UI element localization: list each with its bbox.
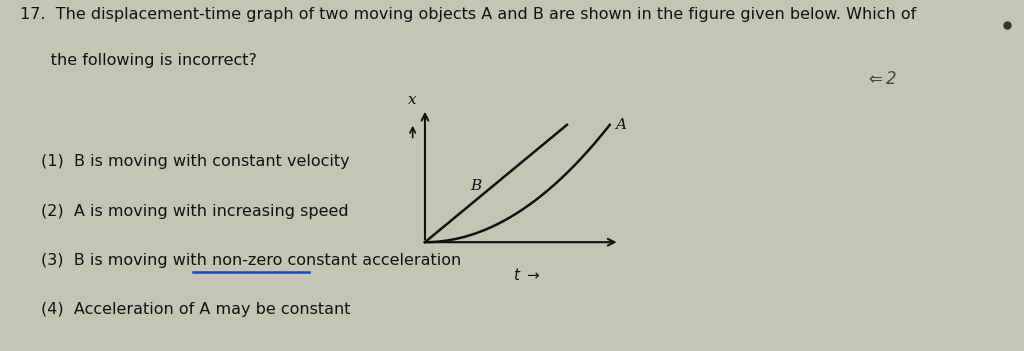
Text: B: B (470, 179, 481, 193)
Text: $\Leftarrow$2: $\Leftarrow$2 (865, 70, 897, 88)
Text: 17.  The displacement-time graph of two moving objects A and B are shown in the : 17. The displacement-time graph of two m… (20, 7, 916, 22)
Text: (2)  A is moving with increasing speed: (2) A is moving with increasing speed (41, 204, 348, 219)
Text: (3)  B is moving with non-zero constant acceleration: (3) B is moving with non-zero constant a… (41, 253, 461, 268)
Text: x: x (409, 93, 417, 107)
Text: the following is incorrect?: the following is incorrect? (20, 53, 257, 68)
Text: $t\ \rightarrow$: $t\ \rightarrow$ (512, 267, 541, 283)
Text: (4)  Acceleration of A may be constant: (4) Acceleration of A may be constant (41, 302, 350, 317)
Text: (1)  B is moving with constant velocity: (1) B is moving with constant velocity (41, 154, 349, 170)
Text: A: A (614, 118, 626, 132)
